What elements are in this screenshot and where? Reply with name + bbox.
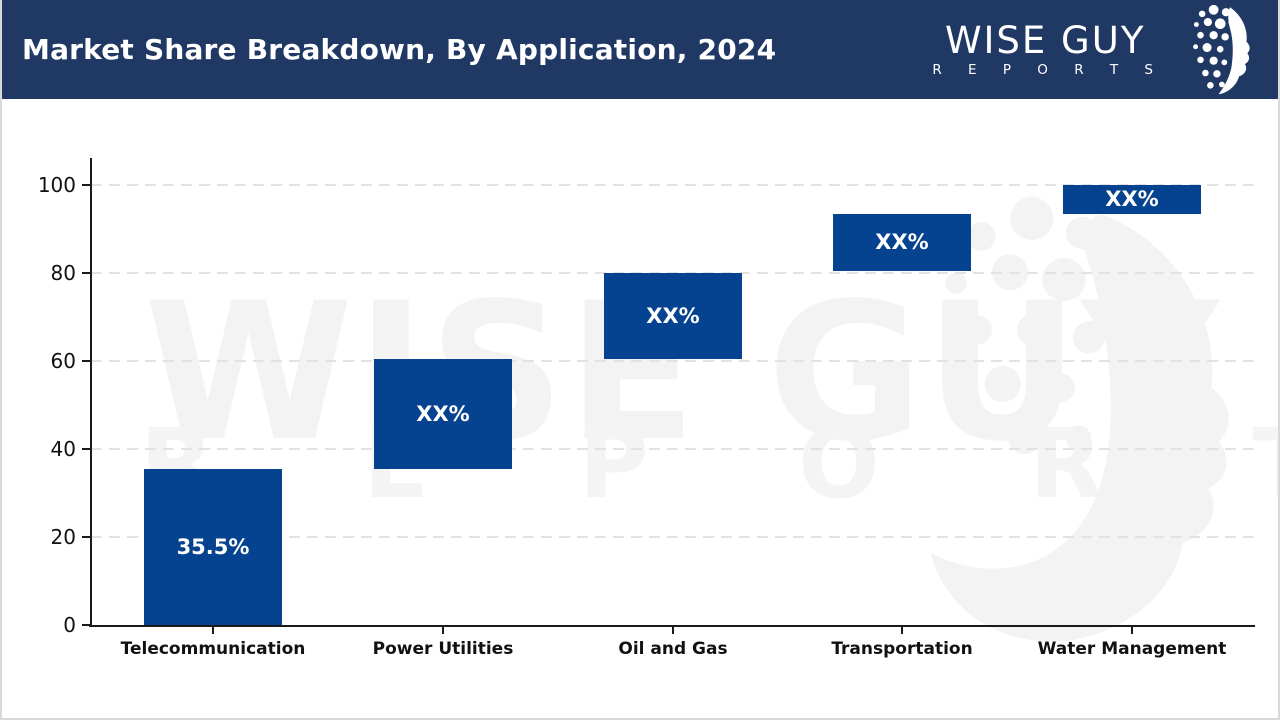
y-axis-tick bbox=[82, 624, 90, 626]
x-axis-tick bbox=[901, 627, 903, 634]
bar-water-management: XX% bbox=[1063, 185, 1201, 214]
bar-value-label: XX% bbox=[416, 401, 470, 426]
y-tick-label: 60 bbox=[50, 349, 76, 373]
bar-value-label: 35.5% bbox=[176, 534, 250, 559]
y-axis-tick bbox=[82, 448, 90, 450]
y-tick-label: 100 bbox=[37, 173, 76, 197]
x-axis bbox=[89, 625, 1255, 627]
y-axis-tick bbox=[82, 360, 90, 362]
bar-value-label: XX% bbox=[875, 230, 929, 255]
y-tick-label: 0 bbox=[63, 613, 76, 637]
x-axis-tick bbox=[212, 627, 214, 634]
bar-value-label: XX% bbox=[1105, 187, 1159, 212]
category-label: Transportation bbox=[831, 639, 973, 659]
dotted-head-logo-icon bbox=[1193, 4, 1250, 94]
y-axis bbox=[90, 158, 92, 627]
x-axis-tick bbox=[442, 627, 444, 634]
bar-oil-and-gas: XX% bbox=[604, 273, 742, 359]
x-axis-tick bbox=[1131, 627, 1133, 634]
gridline-20 bbox=[91, 536, 1255, 538]
bar-value-label: XX% bbox=[646, 303, 700, 328]
y-axis-tick bbox=[82, 272, 90, 274]
bar-power-utilities: XX% bbox=[374, 358, 512, 469]
header: Market Share Breakdown, By Application, … bbox=[2, 0, 1278, 99]
brand-subname: R E P O R T S bbox=[932, 61, 1164, 78]
y-tick-label: 80 bbox=[50, 261, 76, 285]
category-label: Power Utilities bbox=[372, 639, 514, 659]
gridline-100 bbox=[91, 184, 1255, 186]
gridline-60 bbox=[91, 360, 1255, 362]
category-label: Water Management bbox=[1037, 639, 1227, 659]
x-axis-tick bbox=[672, 627, 674, 634]
page-title: Market Share Breakdown, By Application, … bbox=[22, 33, 777, 66]
y-axis-tick bbox=[82, 184, 90, 186]
bar-telecommunication: 35.5% bbox=[144, 468, 282, 625]
gridline-40 bbox=[91, 448, 1255, 450]
category-label: Oil and Gas bbox=[618, 639, 728, 659]
y-tick-label: 40 bbox=[50, 437, 76, 461]
category-label: Telecommunication bbox=[120, 639, 306, 659]
bar-transportation: XX% bbox=[833, 213, 971, 271]
brand-logo-text: WISE GUY R E P O R T S bbox=[926, 22, 1164, 78]
brand-logo: WISE GUY R E P O R T S bbox=[926, 4, 1256, 96]
brand-name: WISE GUY bbox=[944, 18, 1146, 62]
y-axis-tick bbox=[82, 536, 90, 538]
y-tick-label: 20 bbox=[50, 525, 76, 549]
